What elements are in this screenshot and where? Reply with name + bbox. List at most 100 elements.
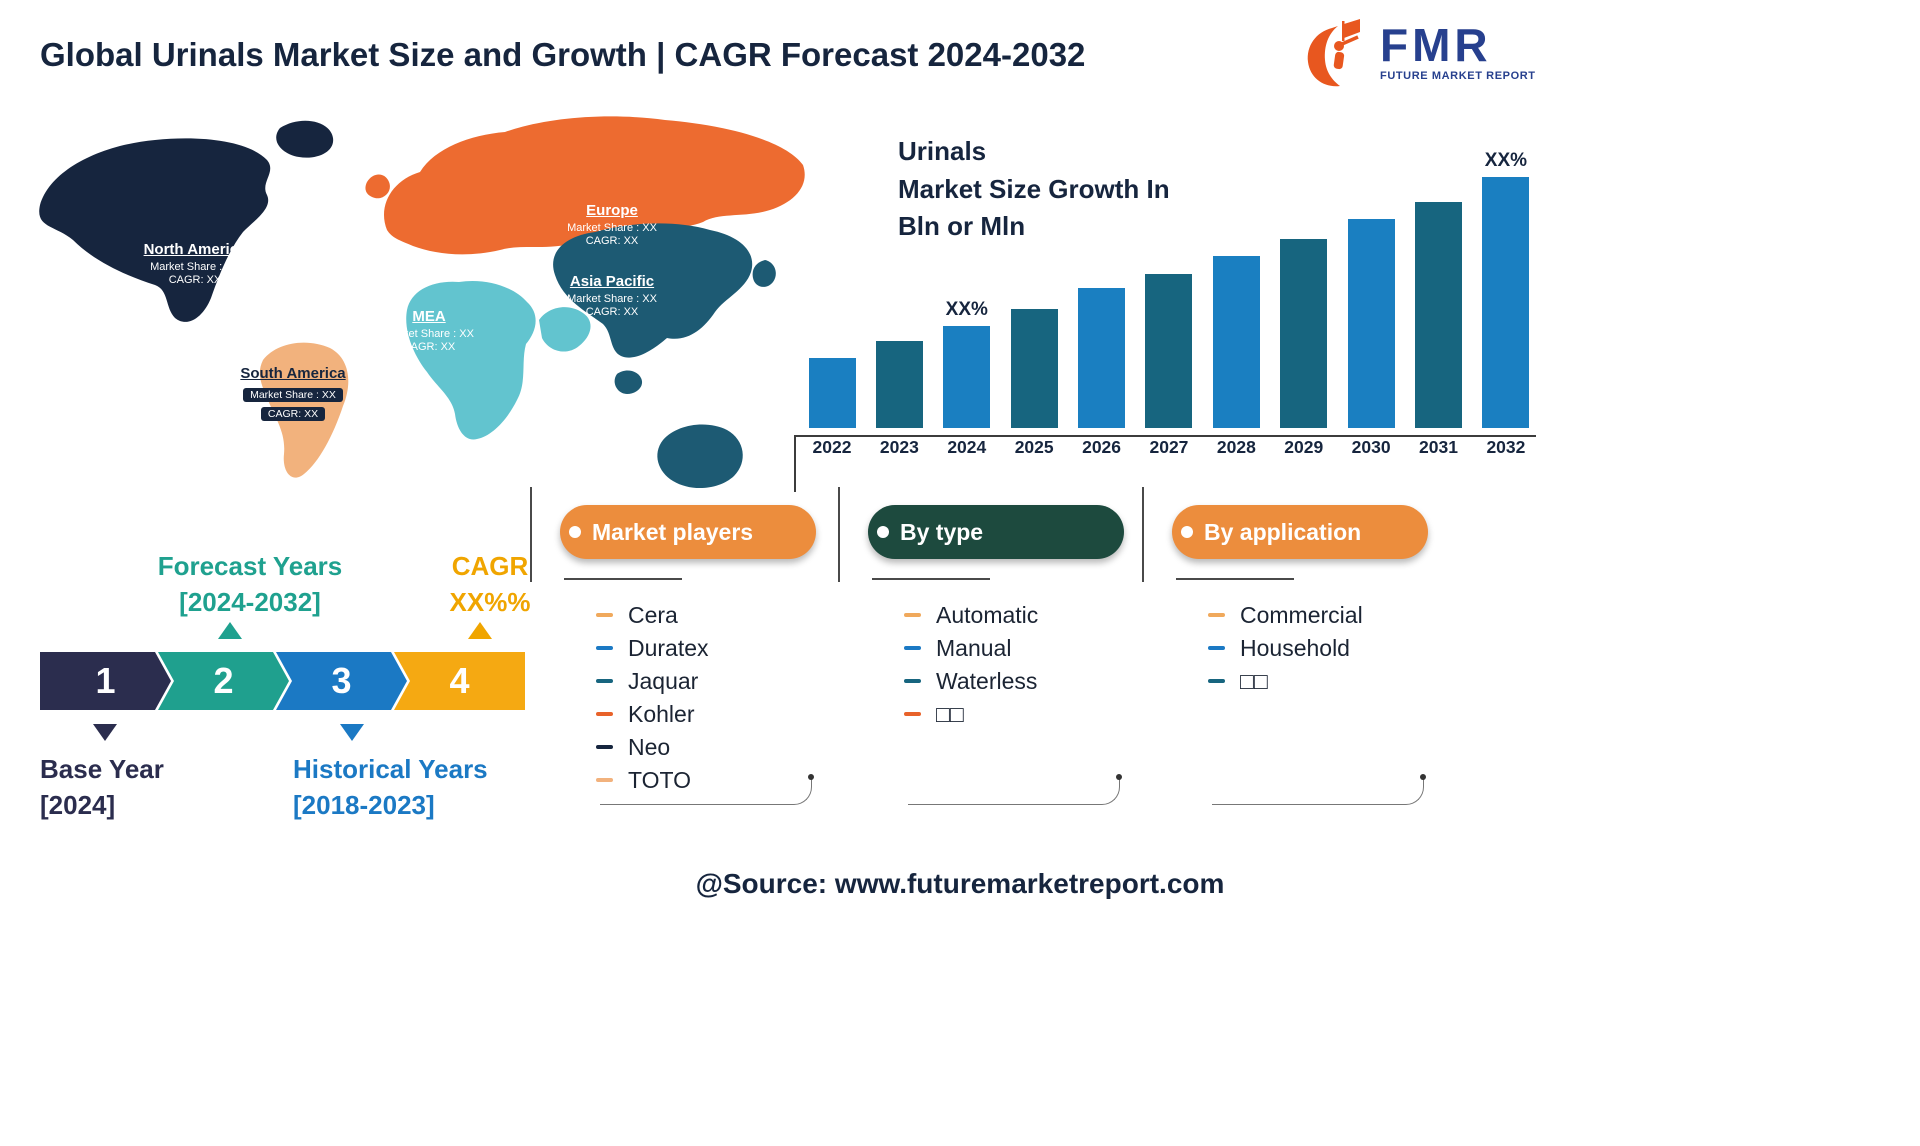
bar-2025: 2025 <box>1008 282 1060 465</box>
cagr-arrow-icon <box>468 622 492 639</box>
segment-number: 1 <box>95 660 116 701</box>
bar-2028: 2028 <box>1210 229 1262 465</box>
region-cagr: CAGR: XX <box>260 406 326 421</box>
bar-year-label: 2032 <box>1486 437 1526 457</box>
item-marker-icon <box>904 613 921 617</box>
panel-item: □□ <box>904 701 1038 727</box>
historical-years-line2: [2018-2023] <box>293 790 435 821</box>
bar-2031: 2031 <box>1413 175 1465 465</box>
bar-rect <box>943 326 991 428</box>
panel-by-type: By type Automatic Manual Waterless □□ <box>838 487 1124 805</box>
chart-axis-tick <box>794 437 796 492</box>
bar-2032: XX% 2032 <box>1480 150 1532 465</box>
forecast-years-line1: Forecast Years <box>157 551 343 581</box>
panel-connector-line <box>838 487 840 582</box>
panel-header: Market players <box>530 487 816 582</box>
panel-underline <box>564 578 682 580</box>
fmr-logo-icon <box>1307 19 1360 87</box>
bar-rect <box>1280 239 1328 428</box>
item-marker-icon <box>596 613 613 617</box>
timeline-segment-2: 2 <box>158 652 289 710</box>
panel-item: Household <box>1208 634 1363 661</box>
panel-header: By type <box>838 487 1124 582</box>
world-map: North America Market Share : XX CAGR: XX… <box>15 110 815 520</box>
map-region-north-america <box>39 138 271 322</box>
pill-dot-icon <box>569 526 581 538</box>
item-marker-icon <box>1208 679 1225 683</box>
segment-number: 3 <box>331 660 352 701</box>
bar-year-label: 2023 <box>879 437 919 457</box>
panel-item: Neo <box>596 733 709 760</box>
bar-chart-bars: 2022 2023 XX% 2024 2025 2026 2027 2028 2029 2030 2… <box>806 150 1532 465</box>
bar-2030: 2030 <box>1345 192 1397 465</box>
item-label: Household <box>1240 634 1350 661</box>
item-marker-icon <box>1208 646 1225 650</box>
historical-years-line1: Historical Years <box>293 754 488 784</box>
bar-chart: 2022 2023 XX% 2024 2025 2026 2027 2028 2029 2030 2… <box>794 150 1536 492</box>
base-year-label: Base Year [2024] <box>40 751 240 824</box>
region-name: Asia Pacific <box>569 273 655 290</box>
panel-pill-1: By type <box>868 505 1124 559</box>
bar-year-label: 2027 <box>1149 437 1189 457</box>
pill-dot-icon <box>1181 526 1193 538</box>
panel-title: By type <box>900 518 984 545</box>
chart-title: Urinals Market Size Growth In Bln or Mln <box>898 133 1170 246</box>
bar-rect <box>875 341 923 428</box>
region-name: North America <box>143 241 247 258</box>
bar-2027: 2027 <box>1143 247 1195 465</box>
bar-rect <box>1078 288 1126 428</box>
panel-item: □□ <box>1208 668 1363 694</box>
cagr-line2: XX%% <box>449 587 531 618</box>
panel-header: By application <box>1142 487 1428 582</box>
bar-rect <box>1212 256 1260 428</box>
map-region-australia <box>657 424 743 489</box>
bar-rect <box>1010 309 1058 428</box>
forecast-years-line2: [2024-2032] <box>179 587 321 618</box>
item-marker-icon <box>596 712 613 716</box>
timeline-segment-1: 1 <box>40 652 171 710</box>
panel-item: Waterless <box>904 668 1038 694</box>
map-region-africa <box>406 280 536 440</box>
logo-subtitle: FUTURE MARKET REPORT <box>1380 70 1536 82</box>
map-label-mea: MEA Market Share : XX CAGR: XX <box>359 308 499 354</box>
map-label-asia-pacific: Asia Pacific Market Share : XX CAGR: XX <box>542 273 682 319</box>
bar-annotation: XX% <box>1484 150 1528 171</box>
bar-year-label: 2029 <box>1284 437 1324 457</box>
panel-pill-0: Market players <box>560 505 816 559</box>
map-label-europe: Europe Market Share : XX CAGR: XX <box>542 202 682 248</box>
base-year-arrow-icon <box>93 724 117 741</box>
bar-rect <box>1145 274 1193 428</box>
bar-year-label: 2024 <box>947 437 987 457</box>
map-region-greenland <box>276 120 334 158</box>
bar-rect <box>1482 177 1530 428</box>
panel-item: Commercial <box>1208 601 1363 628</box>
pill-dot-icon <box>877 526 889 538</box>
region-share: Market Share : XX <box>567 222 657 235</box>
panel-bottomline <box>600 774 814 805</box>
bar-2029: 2029 <box>1278 212 1330 465</box>
panel-item: Duratex <box>596 635 709 661</box>
logo-abbr: FMR <box>1380 19 1492 71</box>
source-link[interactable]: @Source: www.futuremarketreport.com <box>695 868 1225 899</box>
bar-rect <box>808 358 856 428</box>
item-label: Neo <box>628 733 671 760</box>
region-name: Europe <box>586 202 638 219</box>
item-label: Manual <box>936 634 1012 661</box>
panel-list-1: Automatic Manual Waterless □□ <box>904 601 1039 735</box>
panel-underline <box>872 578 990 580</box>
panel-item: Jaquar <box>596 668 709 694</box>
panel-title: By application <box>1204 518 1362 545</box>
item-label: Automatic <box>936 601 1039 628</box>
region-cagr: CAGR: XX <box>168 273 222 286</box>
item-marker-icon <box>1208 613 1225 617</box>
map-region-sea-islands <box>614 370 643 394</box>
forecast-arrow-icon <box>218 622 242 639</box>
page-title: Global Urinals Market Size and Growth | … <box>40 36 1086 73</box>
panel-item: Kohler <box>596 701 709 727</box>
bar-rect <box>1347 219 1395 428</box>
cagr-label: CAGR XX%% <box>410 548 570 621</box>
item-label: Commercial <box>1240 601 1363 628</box>
bar-year-label: 2025 <box>1014 437 1054 457</box>
chart-baseline <box>794 435 1536 437</box>
panel-pill-2: By application <box>1172 505 1428 559</box>
